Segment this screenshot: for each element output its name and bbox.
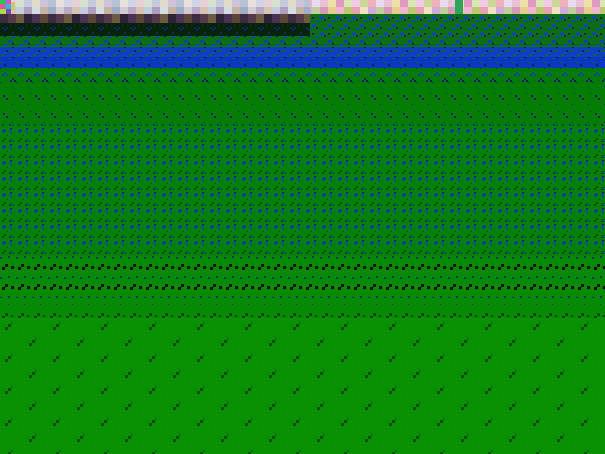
corner-noise-block [0,0,6,4]
band-water-solid [0,57,605,68]
band-field-dashes [0,256,605,298]
corner-noise-block [0,4,5,9]
band-crowd-noise-left [0,0,310,14]
band-blue-hatch-right [310,14,605,47]
sprite-layer [0,0,463,14]
corner-noise-block [5,4,11,9]
band-field-dashes-faint [0,298,605,318]
corner-noise-block [0,9,6,14]
band-blue-hatch-left [0,36,310,47]
band-shore-fade [0,68,605,86]
corner-noise-block [6,9,11,14]
corner-noise-block [6,0,11,4]
band-water-dense [0,47,605,57]
band-dark-treeline [0,23,310,36]
band-field-sparse-dots [0,86,605,124]
corner-noise-block [11,2,15,10]
green-noise-block [455,0,463,14]
band-dark-noise-strip [0,14,310,23]
band-field-slashes [0,318,605,454]
band-field-diamonds [0,124,605,256]
